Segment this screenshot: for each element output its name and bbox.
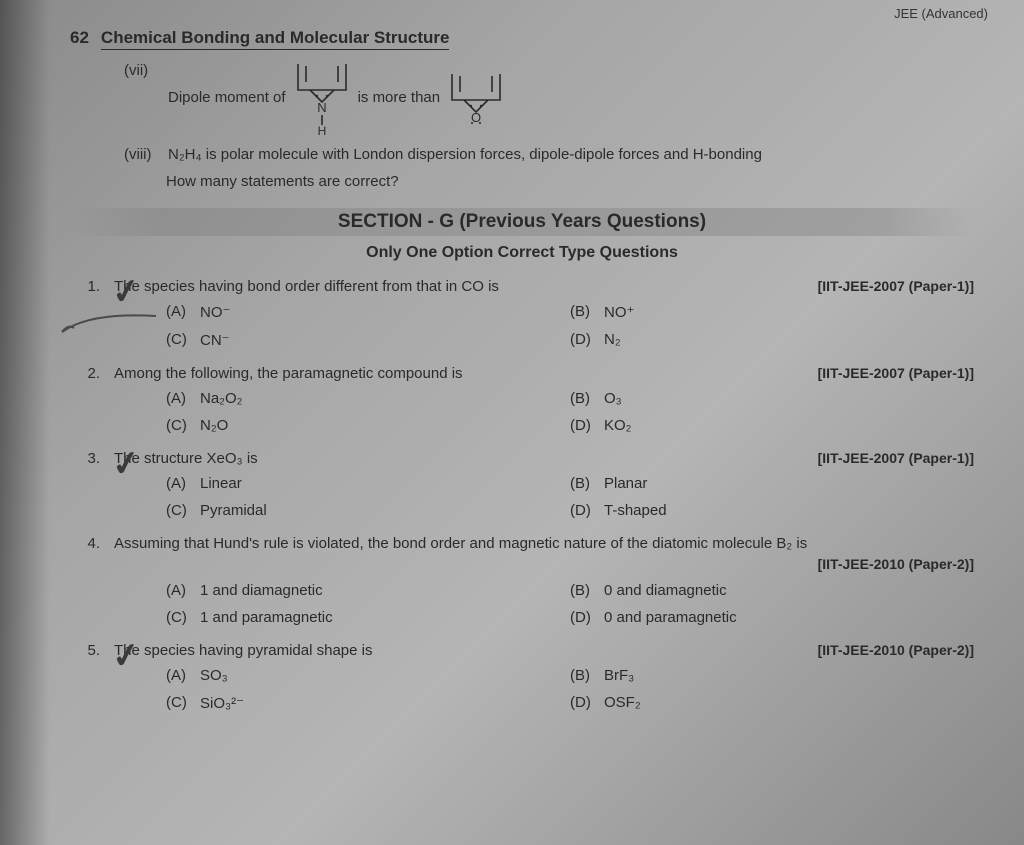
q2-tag: [IIT-JEE-2007 (Paper-1)] [818, 365, 974, 381]
q5-b-text: BrF₃ [604, 667, 634, 684]
q1-a-label: (A) [166, 303, 194, 321]
q1-b-text: NO⁺ [604, 303, 634, 321]
q5-a-label: (A) [166, 667, 194, 684]
question-5: ✓ 5. The species having pyramidal shape … [70, 642, 974, 712]
q1-d-label: (D) [570, 331, 598, 349]
q1-options: (A) NO⁻ (B) NO⁺ (C) CN⁻ (D) N₂ [166, 303, 974, 349]
q2-c-label: (C) [166, 417, 194, 434]
q3-c-text: Pyramidal [200, 502, 267, 519]
question-2: 2. Among the following, the paramagnetic… [70, 365, 974, 434]
followup-question: How many statements are correct? [166, 173, 974, 190]
q2-d-label: (D) [570, 417, 598, 434]
text-prefix: Dipole moment of [168, 87, 286, 110]
q2-options: (A) Na₂O₂ (B) O₃ (C) N₂O (D) KO₂ [166, 390, 974, 434]
q4-a-label: (A) [166, 582, 194, 599]
q4-c-label: (C) [166, 609, 194, 626]
q4-num: 4. [70, 535, 114, 552]
checkmark-icon: ✓ [109, 270, 143, 314]
q4-text: Assuming that Hund's rule is violated, t… [114, 535, 974, 552]
q5-num: 5. [70, 642, 114, 659]
statement-viii-text: N₂H₄ is polar molecule with London dispe… [168, 144, 762, 167]
q4-tag: [IIT-JEE-2010 (Paper-2)] [818, 556, 974, 572]
q4-options: (A) 1 and diamagnetic (B) 0 and diamagneti… [166, 582, 974, 626]
q3-d-label: (D) [570, 502, 598, 519]
q1-b-label: (B) [570, 303, 598, 321]
question-1: ✓ 1. The species having bond order diffe… [70, 278, 974, 349]
q5-a-text: SO₃ [200, 667, 228, 684]
page-content: 62 Chemical Bonding and Molecular Struct… [0, 0, 1024, 732]
question-3: ✓ 3. The structure XeO₃ is [IIT-JEE-2007… [70, 450, 974, 519]
q3-b-label: (B) [570, 475, 598, 492]
text-mid: is more than [358, 87, 441, 110]
section-subheading: Only One Option Correct Type Questions [70, 244, 974, 262]
roman-viii: (viii) [124, 144, 158, 167]
q4-a-text: 1 and diamagnetic [200, 582, 323, 599]
checkmark-icon: ✓ [109, 634, 143, 678]
section-heading: SECTION - G (Previous Years Questions) [70, 208, 974, 236]
q3-num: 3. [70, 450, 114, 467]
svg-text:N: N [317, 100, 326, 115]
q2-c-text: N₂O [200, 417, 228, 434]
statement-viii: (viii) N₂H₄ is polar molecule with Londo… [124, 144, 974, 167]
page-number: 62 [70, 28, 89, 48]
q4-c-text: 1 and paramagnetic [200, 609, 333, 626]
q2-a-text: Na₂O₂ [200, 390, 243, 407]
q4-d-label: (D) [570, 609, 598, 626]
q4-b-text: 0 and diamagnetic [604, 582, 727, 599]
q3-tag: [IIT-JEE-2007 (Paper-1)] [818, 450, 974, 466]
q2-b-label: (B) [570, 390, 598, 407]
statement-vii-content: Dipole moment of N H is more than [168, 60, 504, 136]
q5-c-label: (C) [166, 694, 194, 712]
q3-c-label: (C) [166, 502, 194, 519]
q5-d-text: OSF₂ [604, 694, 641, 712]
chapter-header: 62 Chemical Bonding and Molecular Struct… [70, 28, 974, 50]
q1-text: The species having bond order different … [114, 278, 499, 295]
q1-a-text: NO⁻ [200, 303, 230, 321]
q5-d-label: (D) [570, 694, 598, 712]
pyrrole-icon: N H [294, 60, 350, 136]
q3-a-text: Linear [200, 475, 242, 492]
question-4: 4. Assuming that Hund's rule is violated… [70, 535, 974, 626]
q4-b-label: (B) [570, 582, 598, 599]
checkmark-icon: ✓ [109, 442, 143, 486]
statement-vii: (vii) Dipole moment of N H is more than [124, 60, 974, 136]
q3-a-label: (A) [166, 475, 194, 492]
q5-text: The species having pyramidal shape is [114, 642, 372, 659]
q1-tag: [IIT-JEE-2007 (Paper-1)] [818, 278, 974, 294]
q2-text: Among the following, the paramagnetic co… [114, 365, 463, 382]
q3-d-text: T-shaped [604, 502, 667, 519]
svg-text:H: H [317, 124, 326, 136]
q1-num: 1. [70, 278, 114, 295]
q5-c-text: SiO₃²⁻ [200, 694, 244, 712]
furan-icon: O [448, 70, 504, 126]
q2-num: 2. [70, 365, 114, 382]
q5-tag: [IIT-JEE-2010 (Paper-2)] [818, 642, 974, 658]
q4-d-text: 0 and paramagnetic [604, 609, 737, 626]
roman-vii: (vii) [124, 60, 158, 83]
q1-d-text: N₂ [604, 331, 621, 349]
q3-b-text: Planar [604, 475, 647, 492]
q5-options: (A) SO₃ (B) BrF₃ (C) SiO₃²⁻ (D) OSF₂ [166, 667, 974, 712]
q1-c-text: CN⁻ [200, 331, 230, 349]
chapter-title: Chemical Bonding and Molecular Structure [101, 28, 450, 50]
book-tag: JEE (Advanced) [894, 6, 988, 21]
q2-d-text: KO₂ [604, 417, 632, 434]
q3-options: (A) Linear (B) Planar (C) Pyramidal (D) T-sh… [166, 475, 974, 519]
q1-c-label: (C) [166, 331, 194, 349]
q5-b-label: (B) [570, 667, 598, 684]
q2-b-text: O₃ [604, 390, 622, 407]
q2-a-label: (A) [166, 390, 194, 407]
